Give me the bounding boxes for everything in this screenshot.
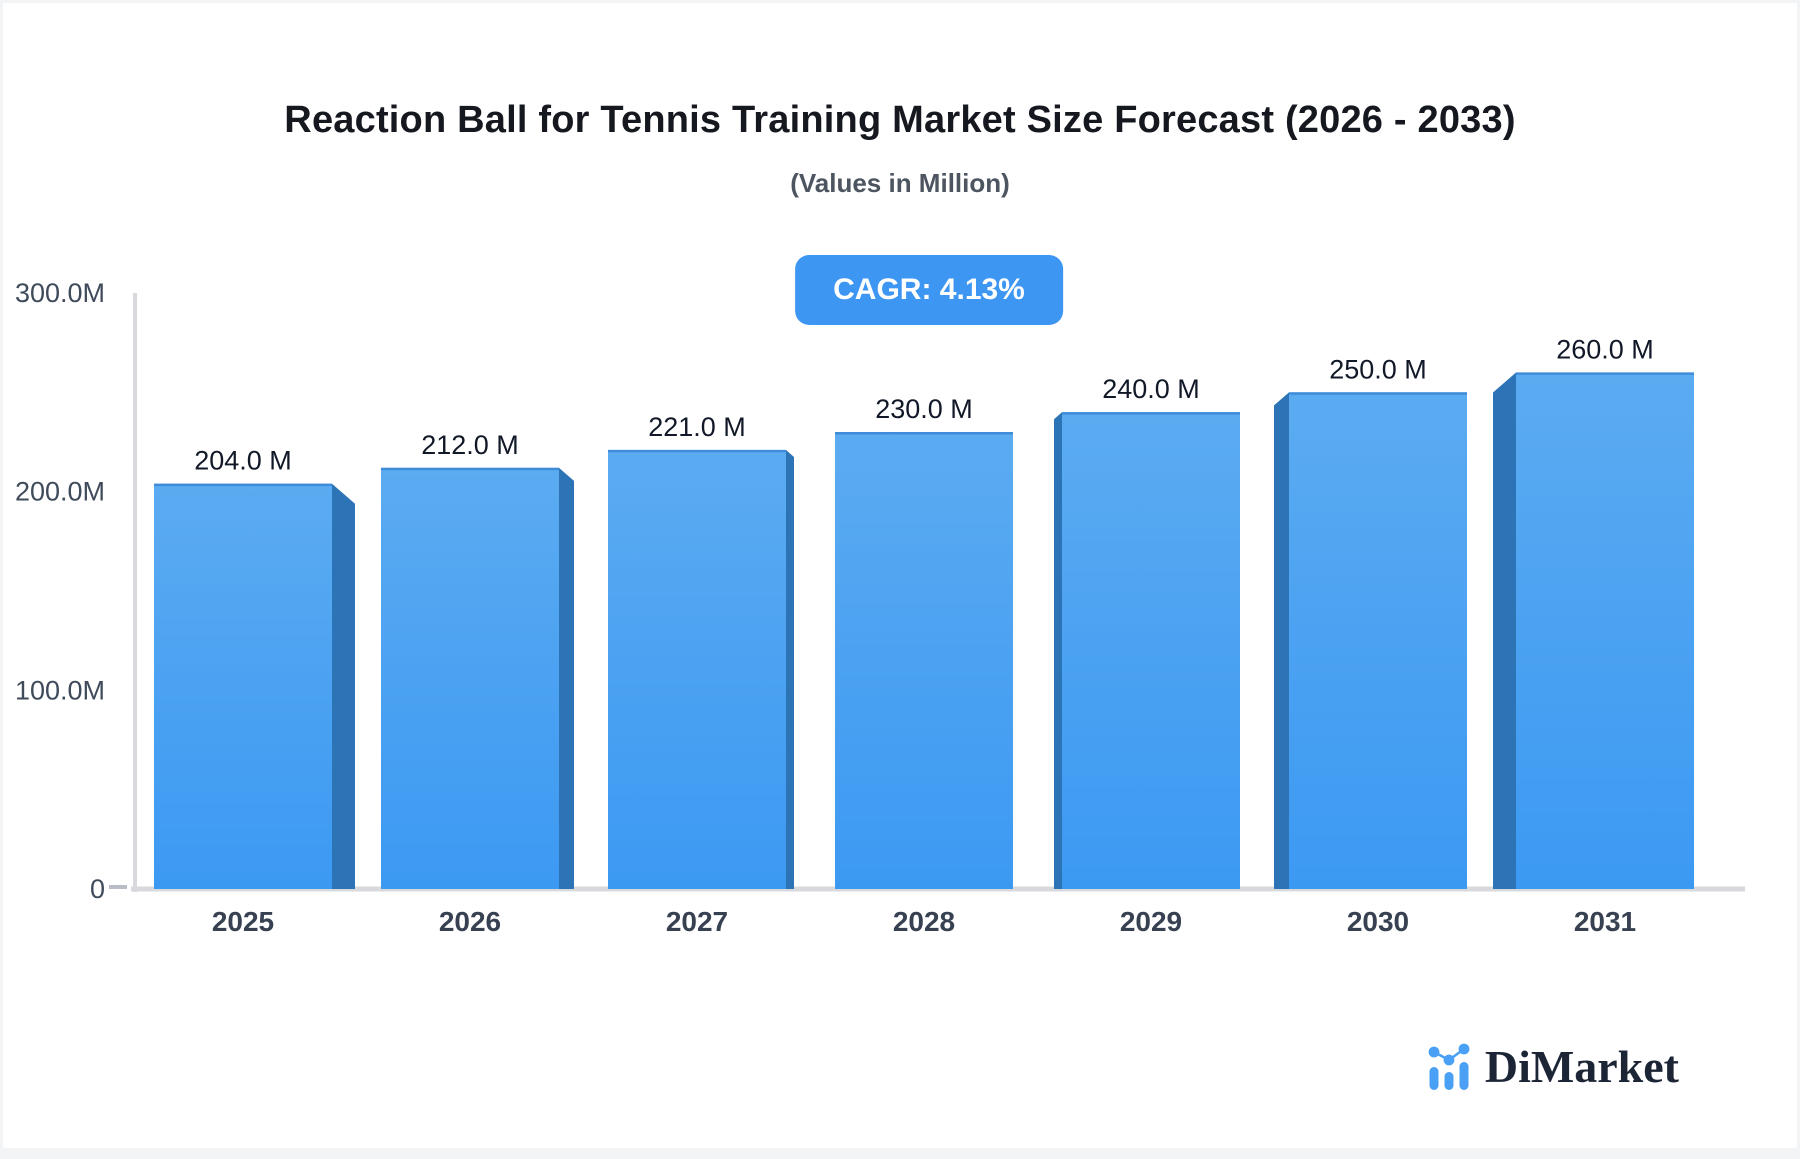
bar-value-label: 212.0 M <box>421 430 519 460</box>
dimarket-logo: DiMarket <box>1427 1042 1679 1090</box>
bar-chart: 0 100.0M 200.0M 300.0M 204.0 M 2025 212.0 M 202… <box>15 278 1745 937</box>
y-tick-label: 300.0M <box>15 278 105 308</box>
bar-value-label: 240.0 M <box>1102 374 1200 404</box>
x-category-label: 2025 <box>212 906 274 937</box>
x-category-label: 2029 <box>1120 906 1182 937</box>
y-tick-label: 100.0M <box>15 675 105 705</box>
cagr-badge-label: CAGR: 4.13% <box>833 273 1025 306</box>
bar-value-label: 250.0 M <box>1329 354 1427 384</box>
x-category-label: 2027 <box>666 906 728 937</box>
bar-value-label: 230.0 M <box>875 394 973 424</box>
bar-side <box>332 483 355 889</box>
bar-side <box>1274 392 1289 889</box>
bar-value-label: 260.0 M <box>1556 334 1654 364</box>
bar <box>1516 372 1694 889</box>
bar-value-label: 204.0 M <box>194 446 292 476</box>
chart-title: Reaction Ball for Tennis Training Market… <box>284 99 1516 141</box>
bar-side <box>1493 372 1516 889</box>
bar <box>154 483 332 889</box>
x-category-label: 2026 <box>439 906 501 937</box>
chart-card: Reaction Ball for Tennis Training Market… <box>3 3 1797 1148</box>
bar <box>608 449 786 889</box>
bar <box>381 467 559 889</box>
logo-brand-text: DiMarket <box>1484 1041 1679 1092</box>
x-category-label: 2031 <box>1574 906 1636 937</box>
cagr-badge: CAGR: 4.13% <box>795 255 1063 325</box>
bar-side <box>559 467 574 889</box>
y-tick-label: 200.0M <box>15 477 105 507</box>
x-category-label: 2030 <box>1347 906 1409 937</box>
bar-chart-logo-icon <box>1428 1043 1470 1090</box>
bar <box>835 432 1013 889</box>
bar-side <box>1054 412 1062 889</box>
y-tick-label: 0 <box>90 874 105 904</box>
bar <box>1289 392 1467 889</box>
x-category-label: 2028 <box>893 906 955 937</box>
bar <box>1062 412 1240 889</box>
bar-value-label: 221.0 M <box>648 412 746 442</box>
bar-side <box>786 449 794 889</box>
chart-subtitle: (Values in Million) <box>790 168 1010 198</box>
